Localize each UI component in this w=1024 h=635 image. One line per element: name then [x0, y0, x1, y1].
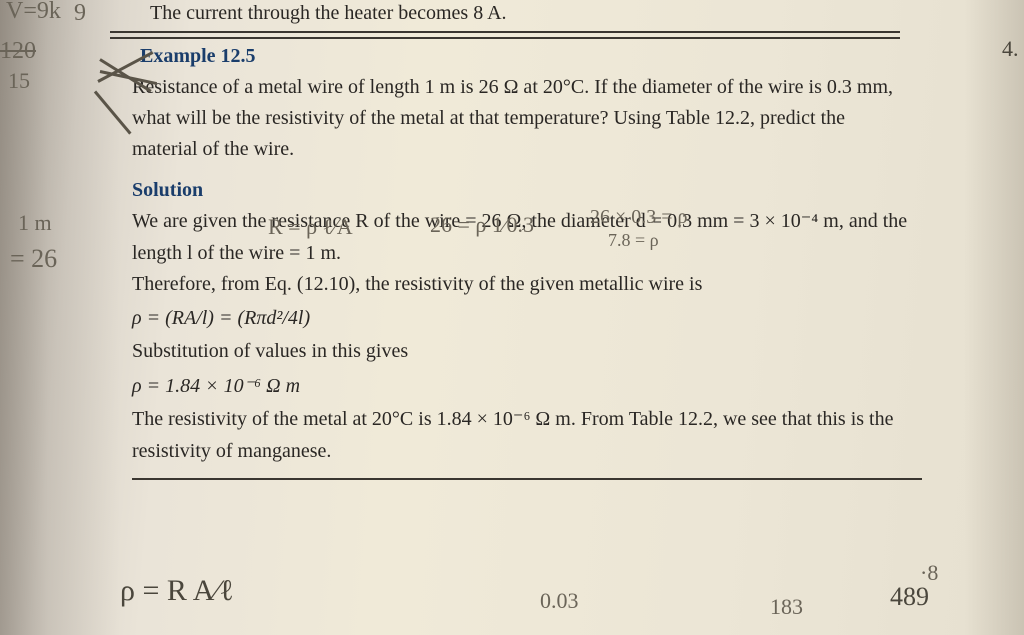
horizontal-rule-double — [110, 31, 900, 39]
problem-text: Resistance of a metal wire of length 1 m… — [132, 72, 912, 165]
handwriting-bottom-formula: ρ = R A⁄ℓ — [120, 574, 234, 608]
handwriting-top-left-4: 15 — [8, 68, 30, 94]
conclusion-text: The resistivity of the metal at 20°C is … — [132, 404, 922, 467]
handwriting-top-left-3: 120 — [0, 38, 36, 65]
handwriting-bottom-r2: 489 — [890, 582, 929, 612]
equation-2: ρ = 1.84 × 10⁻⁶ Ω m — [132, 373, 930, 398]
solution-paragraph-1: We are given the resistance R of the wir… — [132, 206, 922, 269]
handwriting-bottom-mid: 0.03 — [540, 588, 579, 614]
handwriting-margin-1m: 1 m — [18, 210, 52, 236]
example-heading: Example 12.5 — [140, 45, 930, 68]
solution-paragraph-3: Substitution of values in this gives — [132, 336, 922, 368]
solution-paragraph-2: Therefore, from Eq. (12.10), the resisti… — [132, 269, 922, 301]
handwriting-top-left-2: 9 — [74, 0, 86, 27]
handwriting-bottom-r3: ·8 — [920, 560, 938, 586]
handwriting-top-left-1: V=9k — [6, 0, 61, 25]
horizontal-rule-single — [132, 478, 922, 480]
handwriting-margin-26: = 26 — [10, 244, 57, 274]
page-content: The current through the heater becomes 8… — [110, 0, 930, 480]
handwriting-right-edge: 4. — [1002, 36, 1019, 62]
handwriting-bottom-r1: 183 — [770, 594, 803, 620]
solution-heading: Solution — [132, 179, 203, 202]
intro-line: The current through the heater becomes 8… — [150, 2, 930, 25]
equation-1: ρ = (RA/l) = (Rπd²/4l) — [132, 307, 930, 330]
